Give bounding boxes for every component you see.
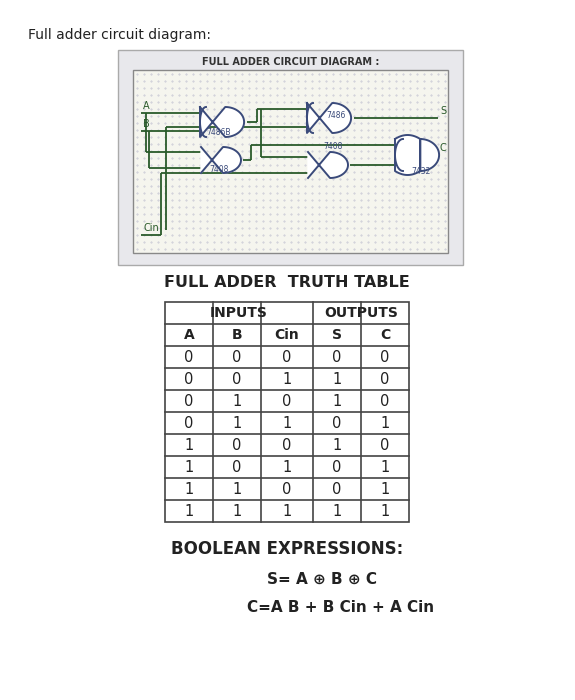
Text: B: B — [143, 119, 150, 129]
Text: A: A — [183, 328, 194, 342]
Text: C: C — [380, 328, 390, 342]
Text: 1: 1 — [232, 482, 242, 496]
Bar — [165, 302, 409, 522]
Text: 1: 1 — [282, 416, 292, 430]
Text: A: A — [143, 101, 150, 111]
Text: 1: 1 — [185, 503, 194, 519]
Text: 7486: 7486 — [327, 111, 346, 120]
Text: 0: 0 — [380, 438, 390, 452]
Text: 0: 0 — [380, 349, 390, 365]
Text: 1: 1 — [332, 393, 342, 409]
Text: 1: 1 — [185, 482, 194, 496]
Text: 7408: 7408 — [209, 165, 229, 174]
Text: 1: 1 — [332, 372, 342, 386]
Text: 1: 1 — [282, 459, 292, 475]
Text: 0: 0 — [282, 393, 292, 409]
Text: 0: 0 — [380, 372, 390, 386]
Text: 1: 1 — [381, 416, 390, 430]
Polygon shape — [308, 152, 348, 178]
Text: 7432: 7432 — [411, 167, 431, 176]
Text: 0: 0 — [332, 349, 342, 365]
Text: 0: 0 — [380, 393, 390, 409]
Text: 0: 0 — [282, 349, 292, 365]
Text: 1: 1 — [185, 459, 194, 475]
Text: B: B — [232, 328, 242, 342]
Text: 0: 0 — [185, 372, 194, 386]
Text: 0: 0 — [232, 438, 242, 452]
Text: 1: 1 — [232, 393, 242, 409]
Text: 0: 0 — [232, 372, 242, 386]
Text: 1: 1 — [282, 503, 292, 519]
Text: 7486B: 7486B — [207, 128, 231, 137]
Text: Cin: Cin — [143, 223, 159, 233]
Text: 1: 1 — [332, 438, 342, 452]
Text: INPUTS: INPUTS — [210, 306, 268, 320]
Text: C: C — [440, 143, 447, 153]
Polygon shape — [395, 135, 439, 175]
Text: Cin: Cin — [275, 328, 300, 342]
Text: 1: 1 — [185, 438, 194, 452]
Bar — [133, 70, 448, 253]
Polygon shape — [201, 147, 241, 173]
Text: 0: 0 — [332, 459, 342, 475]
Text: 0: 0 — [332, 482, 342, 496]
Text: BOOLEAN EXPRESSIONS:: BOOLEAN EXPRESSIONS: — [171, 540, 403, 558]
Text: S: S — [332, 328, 342, 342]
Text: 1: 1 — [381, 482, 390, 496]
Text: Full adder circuit diagram:: Full adder circuit diagram: — [28, 28, 211, 42]
Text: 0: 0 — [185, 349, 194, 365]
Bar — [118, 50, 463, 265]
Text: 1: 1 — [381, 459, 390, 475]
Polygon shape — [307, 103, 351, 133]
Text: 1: 1 — [282, 372, 292, 386]
Text: 0: 0 — [282, 438, 292, 452]
Text: 0: 0 — [332, 416, 342, 430]
Text: 1: 1 — [381, 503, 390, 519]
Text: 7408: 7408 — [323, 142, 343, 151]
Text: 0: 0 — [185, 416, 194, 430]
Text: 0: 0 — [232, 459, 242, 475]
Text: FULL ADDER  TRUTH TABLE: FULL ADDER TRUTH TABLE — [164, 275, 410, 290]
Text: S= A ⊕ B ⊕ C: S= A ⊕ B ⊕ C — [267, 572, 377, 587]
Text: 0: 0 — [232, 349, 242, 365]
Text: FULL ADDER CIRCUIT DIAGRAM :: FULL ADDER CIRCUIT DIAGRAM : — [202, 57, 379, 67]
Polygon shape — [200, 107, 244, 137]
Text: 1: 1 — [232, 416, 242, 430]
Text: S: S — [440, 106, 446, 116]
Text: 0: 0 — [282, 482, 292, 496]
Text: 0: 0 — [185, 393, 194, 409]
Text: C=A B + B Cin + A Cin: C=A B + B Cin + A Cin — [247, 600, 434, 615]
Text: 1: 1 — [332, 503, 342, 519]
Text: OUTPUTS: OUTPUTS — [324, 306, 398, 320]
Text: 1: 1 — [232, 503, 242, 519]
